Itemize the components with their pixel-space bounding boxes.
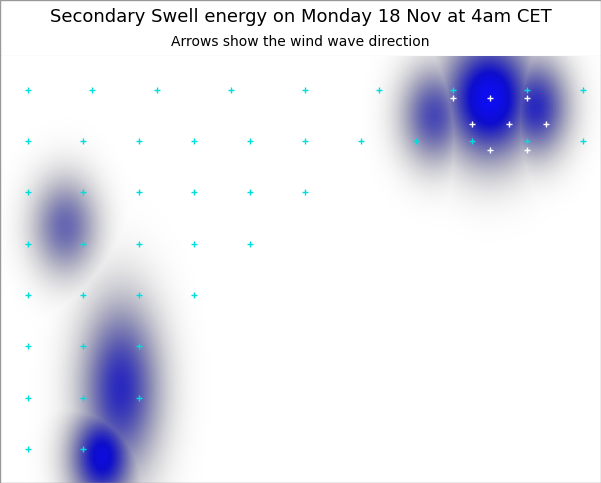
Text: Secondary Swell energy on Monday 18 Nov at 4am CET: Secondary Swell energy on Monday 18 Nov …: [50, 8, 551, 26]
Text: Arrows show the wind wave direction: Arrows show the wind wave direction: [171, 35, 430, 49]
